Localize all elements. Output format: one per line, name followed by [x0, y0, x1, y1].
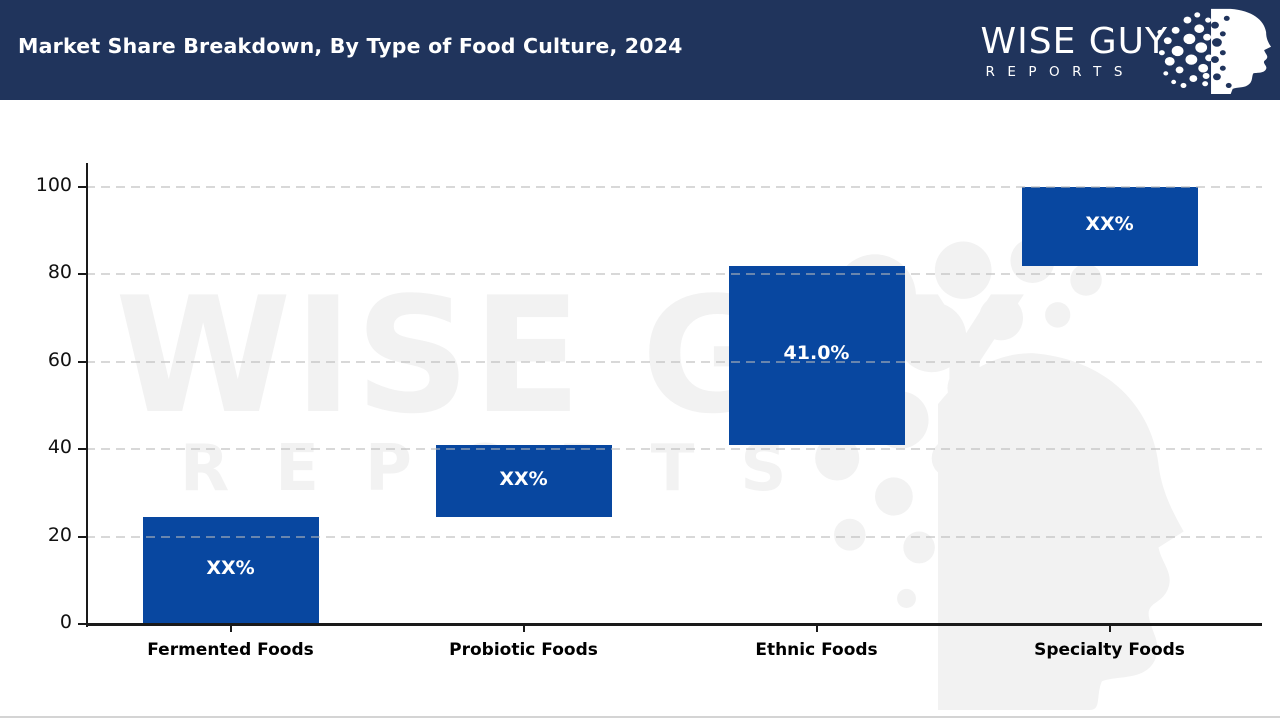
bar-value-label-probiotic-foods: XX%: [499, 467, 548, 490]
logo-wise-guy-text: WISE GUY: [980, 21, 1168, 62]
logo-wordmark: WISE GUY REPORTS: [980, 21, 1169, 81]
x-tick-specialty-foods: [1108, 625, 1111, 632]
y-axis-line: [86, 163, 88, 627]
bar-probiotic-foods: [435, 444, 612, 517]
y-tick-label-40: 40: [47, 436, 72, 459]
bar-specialty-foods: [1021, 187, 1198, 266]
y-tick-20: [78, 535, 86, 538]
y-tick-60: [78, 360, 86, 363]
gridline-60: [86, 360, 1262, 363]
x-axis-label-fermented-foods: Fermented Foods: [147, 640, 314, 660]
bottom-divider: [0, 716, 1280, 718]
gridline-80: [86, 273, 1262, 276]
y-tick-label-80: 80: [47, 261, 72, 284]
x-axis-line: [86, 623, 1262, 626]
bar-value-label-specialty-foods: XX%: [1085, 213, 1134, 236]
x-axis-label-ethnic-foods: Ethnic Foods: [755, 640, 878, 660]
y-tick-100: [78, 186, 86, 188]
y-tick-label-0: 0: [59, 611, 72, 633]
y-tick-label-20: 20: [47, 523, 72, 546]
chart-title: Market Share Breakdown, By Type of Food …: [18, 34, 683, 58]
gridline-20: [86, 535, 1262, 538]
logo-dotted-head-icon: [1157, 8, 1272, 94]
wise-guy-reports-logo: WISE GUY REPORTS: [981, 6, 1273, 96]
header-bar: Market Share Breakdown, By Type of Food …: [0, 0, 1280, 100]
bar-fermented-foods: [142, 516, 319, 624]
bar-value-label-fermented-foods: XX%: [206, 557, 255, 580]
x-axis-label-probiotic-foods: Probiotic Foods: [449, 640, 598, 660]
bar-ethnic-foods: [728, 265, 905, 445]
x-tick-ethnic-foods: [815, 625, 818, 632]
y-tick-label-60: 60: [47, 348, 72, 371]
x-axis-label-specialty-foods: Specialty Foods: [1034, 640, 1185, 660]
logo-reports-text: REPORTS: [985, 64, 1135, 80]
gridline-100: [86, 186, 1262, 188]
bar-value-label-ethnic-foods: 41.0%: [783, 342, 850, 365]
plot-area: 0 20 40 60 80 100 XX% Fermented Foods XX% Probiot…: [0, 100, 1280, 720]
y-tick-0: [78, 623, 86, 625]
y-tick-40: [78, 448, 86, 451]
y-tick-80: [78, 273, 86, 276]
gridline-40: [86, 448, 1262, 451]
x-tick-probiotic-foods: [522, 625, 525, 632]
y-tick-label-100: 100: [35, 174, 72, 196]
x-tick-fermented-foods: [229, 625, 232, 632]
